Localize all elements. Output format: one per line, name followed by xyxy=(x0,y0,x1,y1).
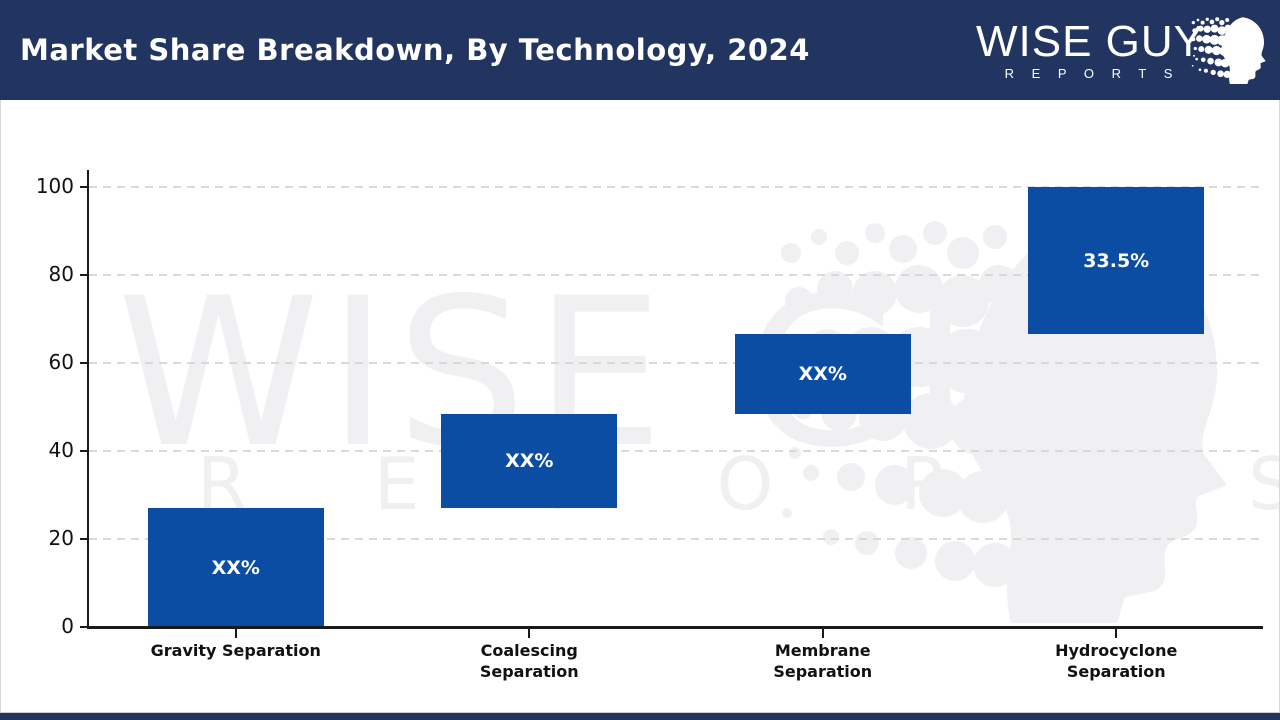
x-category-label: Membrane Separation xyxy=(773,641,873,681)
y-tick-60 xyxy=(80,362,89,364)
gridline-60 xyxy=(89,362,1263,364)
y-tick-20 xyxy=(80,538,89,540)
gridline-40 xyxy=(89,450,1263,452)
bar-membrane-separation: XX% xyxy=(734,334,911,414)
bar-value-label: XX% xyxy=(505,449,554,472)
x-category-label: Coalescing Separation xyxy=(479,641,579,681)
bar-coalescing-separation: XX% xyxy=(441,413,618,509)
bar-gravity-separation: XX% xyxy=(147,508,324,627)
page-title: Market Share Breakdown, By Technology, 2… xyxy=(20,33,810,67)
y-tick-label: 0 xyxy=(61,614,74,638)
y-tick-0 xyxy=(80,626,89,628)
x-category-label: Gravity Separation xyxy=(150,641,321,660)
brand-subname: R E P O R T S xyxy=(1004,65,1180,81)
brand-face-icon xyxy=(1191,17,1266,85)
bar-value-label: XX% xyxy=(211,556,260,579)
y-tick-label: 100 xyxy=(35,174,74,198)
y-tick-40 xyxy=(80,450,89,452)
bar-hydrocyclone-separation: 33.5% xyxy=(1028,187,1205,335)
x-axis-line xyxy=(87,626,1263,629)
x-tick-2 xyxy=(821,629,824,638)
gridline-80 xyxy=(89,274,1263,276)
x-tick-1 xyxy=(528,629,531,638)
y-tick-label: 40 xyxy=(48,438,74,462)
y-tick-100 xyxy=(80,186,89,188)
brand-logo: WISE GUY R E P O R T S xyxy=(976,8,1268,92)
watermark-subtext: R E P O R T S xyxy=(197,442,1280,526)
x-tick-0 xyxy=(234,629,237,638)
y-tick-80 xyxy=(80,274,89,276)
y-axis-line xyxy=(87,170,89,629)
brand-logo-text: WISE GUY R E P O R T S xyxy=(975,16,1204,81)
header-bar: Market Share Breakdown, By Technology, 2… xyxy=(0,0,1280,100)
y-tick-label: 80 xyxy=(48,262,74,286)
bar-value-label: 33.5% xyxy=(1083,249,1150,272)
x-tick-3 xyxy=(1115,629,1118,638)
gridline-100 xyxy=(89,186,1263,188)
gridline-20 xyxy=(89,538,1263,540)
bar-value-label: XX% xyxy=(798,362,847,385)
y-tick-label: 20 xyxy=(48,526,74,550)
y-tick-label: 60 xyxy=(48,350,74,374)
footer-bar xyxy=(0,713,1280,720)
chart-area: WISE GU R E P O R T S 0 20 40 60 80 100 XX% Gra… xyxy=(0,100,1280,713)
brand-name: WISE GUY xyxy=(975,16,1204,66)
x-category-label: Hydrocyclone Separation xyxy=(1055,641,1178,681)
